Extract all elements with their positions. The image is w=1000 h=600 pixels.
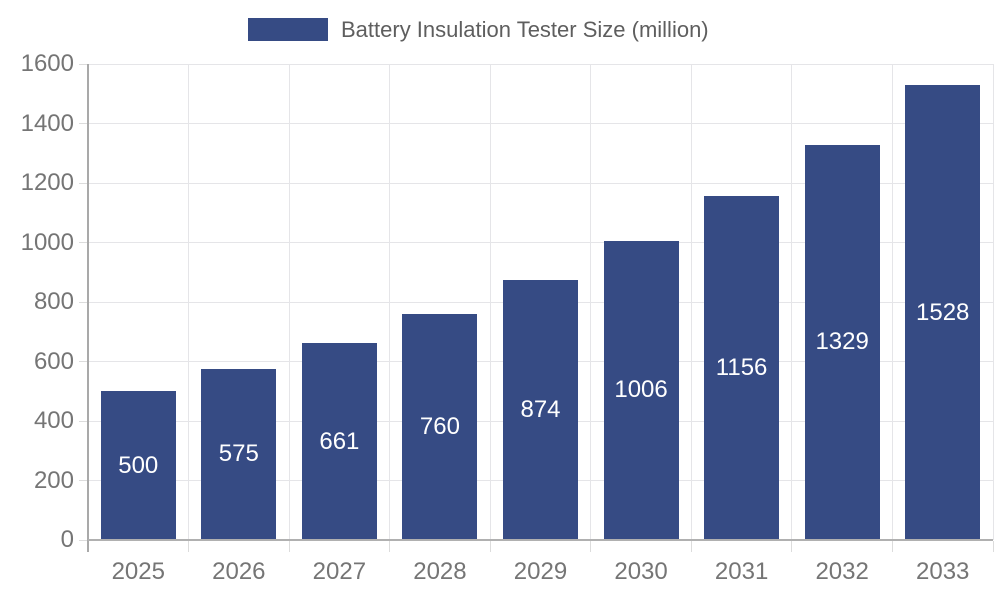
x-gridline	[389, 64, 391, 540]
x-axis-tick-label: 2030	[614, 558, 668, 585]
bar[interactable]: 661	[301, 343, 377, 540]
y-tick	[79, 301, 88, 303]
y-tick	[79, 63, 88, 65]
y-gridline	[88, 182, 993, 184]
x-gridline	[791, 64, 793, 540]
x-tick	[791, 541, 793, 552]
bar-value-label: 874	[520, 395, 561, 423]
x-axis-tick-label: 2025	[111, 558, 165, 585]
x-gridline	[891, 64, 893, 540]
bar[interactable]: 874	[503, 279, 578, 540]
bar[interactable]: 1006	[603, 240, 679, 540]
y-gridline	[88, 242, 993, 243]
bar[interactable]: 1156	[704, 196, 780, 540]
legend-item[interactable]: Battery Insulation Tester Size (million)	[248, 16, 709, 42]
y-axis-tick-label: 800	[33, 288, 74, 315]
x-gridline	[188, 64, 190, 540]
y-tick	[79, 123, 88, 124]
y-axis-tick-label: 1600	[20, 50, 74, 77]
bar-value-label: 1329	[815, 328, 869, 356]
x-axis-tick-label: 2031	[714, 558, 769, 585]
y-tick	[79, 361, 88, 362]
bar-value-label: 500	[118, 451, 159, 479]
bar-value-label: 661	[319, 427, 360, 455]
x-axis-line	[88, 539, 993, 541]
bar-value-label: 760	[419, 412, 460, 440]
bar[interactable]: 1528	[905, 85, 981, 540]
y-axis-tick-label: 1000	[20, 228, 74, 256]
bar-value-label: 1156	[715, 354, 768, 382]
y-tick	[79, 242, 88, 243]
x-axis-tick-label: 2032	[815, 558, 869, 585]
x-axis-tick-label: 2026	[212, 558, 266, 585]
x-tick	[489, 541, 491, 552]
x-gridline	[489, 64, 491, 540]
bar-value-label: 1528	[916, 298, 970, 326]
x-gridline	[690, 64, 692, 540]
legend-swatch	[248, 18, 328, 41]
x-tick	[188, 541, 190, 552]
x-gridline	[992, 64, 994, 540]
y-gridline	[88, 123, 993, 124]
x-axis-tick-label: 2027	[312, 558, 367, 585]
bar[interactable]: 1329	[804, 144, 880, 540]
bar-value-label: 1006	[614, 376, 668, 404]
y-axis-tick-label: 0	[60, 526, 74, 553]
x-tick	[992, 541, 994, 552]
y-axis-tick-label: 1400	[20, 109, 74, 137]
y-axis-tick-label: 600	[33, 347, 74, 375]
x-tick	[590, 541, 592, 552]
x-gridline	[590, 64, 592, 540]
y-tick	[79, 182, 88, 184]
bar[interactable]: 575	[201, 368, 277, 540]
y-tick	[79, 420, 88, 422]
x-axis-tick-label: 2028	[413, 558, 467, 585]
bar[interactable]: 760	[402, 313, 478, 540]
y-tick	[79, 539, 88, 541]
x-tick	[891, 541, 893, 552]
x-tick	[690, 541, 692, 552]
x-axis-tick-label: 2029	[513, 558, 568, 585]
bar-value-label: 575	[218, 440, 259, 468]
legend-label: Battery Insulation Tester Size (million)	[341, 16, 709, 42]
y-axis-tick-label: 1200	[20, 169, 74, 196]
y-tick	[79, 480, 88, 481]
y-axis-tick-label: 200	[33, 466, 74, 494]
bar[interactable]: 500	[100, 391, 176, 540]
y-gridline	[88, 63, 993, 65]
y-axis-line	[87, 64, 89, 552]
y-axis-tick-label: 400	[33, 407, 74, 434]
x-gridline	[288, 64, 290, 540]
x-axis-tick-label: 2033	[916, 558, 970, 585]
x-tick	[389, 541, 391, 552]
x-tick	[288, 541, 290, 552]
